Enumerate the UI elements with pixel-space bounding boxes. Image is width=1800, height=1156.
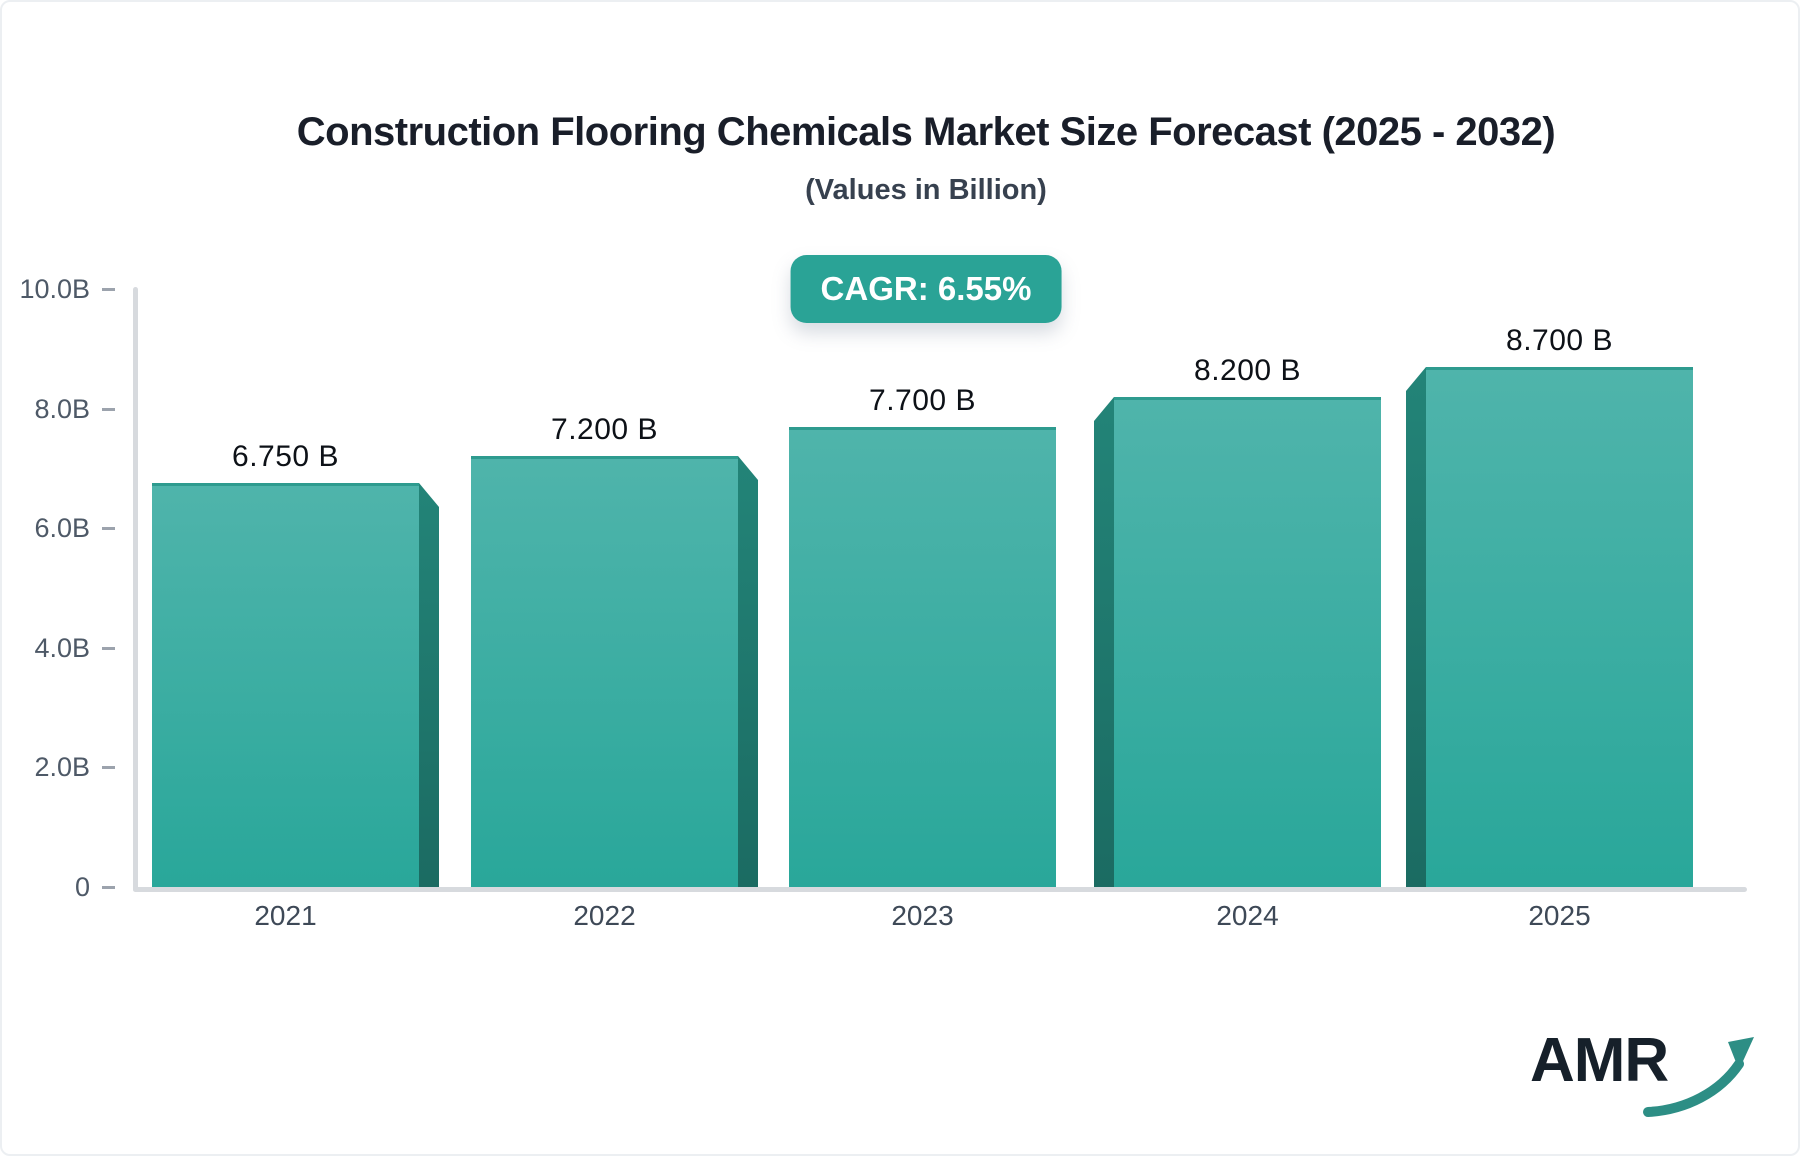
bar-3d-side xyxy=(419,483,439,887)
y-axis-tick xyxy=(102,646,115,650)
x-axis-label-2024: 2024 xyxy=(1216,900,1279,931)
y-axis-label: 10.0B xyxy=(19,274,90,304)
y-axis-line xyxy=(133,287,138,892)
x-axis-label-2021: 2021 xyxy=(254,900,317,931)
x-axis-label-2025: 2025 xyxy=(1528,900,1591,931)
chart-title: Construction Flooring Chemicals Market S… xyxy=(296,110,1556,154)
y-axis-label: 0 xyxy=(74,872,90,902)
cagr-badge: CAGR: 6.55% xyxy=(790,255,1062,323)
x-axis-label-2022: 2022 xyxy=(573,900,636,931)
x-axis-label-2023: 2023 xyxy=(891,900,954,931)
bar-3d-side xyxy=(738,456,758,887)
bar-value-label: 6.750 B xyxy=(232,440,339,473)
bar-value-label: 7.200 B xyxy=(551,413,658,446)
y-axis-label: 6.0B xyxy=(34,513,90,544)
bar-face xyxy=(471,456,738,887)
bar-face xyxy=(152,483,419,887)
bar-2024: 8.200 B xyxy=(1094,354,1381,887)
amr-logo-text: AMR xyxy=(1530,1026,1669,1095)
bar-2023: 7.700 B xyxy=(789,384,1056,887)
y-axis-label: 8.0B xyxy=(34,393,90,424)
chart-subtitle: (Values in Billion) xyxy=(805,174,1047,206)
y-axis-label: 4.0B xyxy=(34,632,90,663)
plot-area: 6.750 B 7.200 B 7.700 B 8.200 B 8.700 B xyxy=(133,289,1747,887)
bar-3d-side xyxy=(1406,367,1426,887)
bar-face xyxy=(1426,367,1693,887)
bar-3d-side xyxy=(1094,397,1114,887)
y-axis-label: 2.0B xyxy=(34,752,90,783)
x-axis-line xyxy=(133,887,1747,892)
growth-arrow-icon xyxy=(1643,1037,1755,1117)
bar-2022: 7.200 B xyxy=(471,413,758,887)
bar-face xyxy=(1114,397,1381,887)
y-axis-tick xyxy=(102,288,115,291)
bar-2021: 6.750 B xyxy=(152,440,439,887)
y-axis-tick xyxy=(102,886,115,889)
y-axis-tick xyxy=(102,407,115,411)
bar-value-label: 8.200 B xyxy=(1194,354,1301,387)
y-axis-tick xyxy=(102,527,115,531)
y-axis-tick xyxy=(102,766,115,770)
bar-2025: 8.700 B xyxy=(1406,324,1693,887)
amr-logo: AMR xyxy=(1530,1026,1755,1128)
bar-value-label: 8.700 B xyxy=(1506,324,1613,357)
bar-face xyxy=(789,427,1056,887)
bar-value-label: 7.700 B xyxy=(869,384,976,417)
